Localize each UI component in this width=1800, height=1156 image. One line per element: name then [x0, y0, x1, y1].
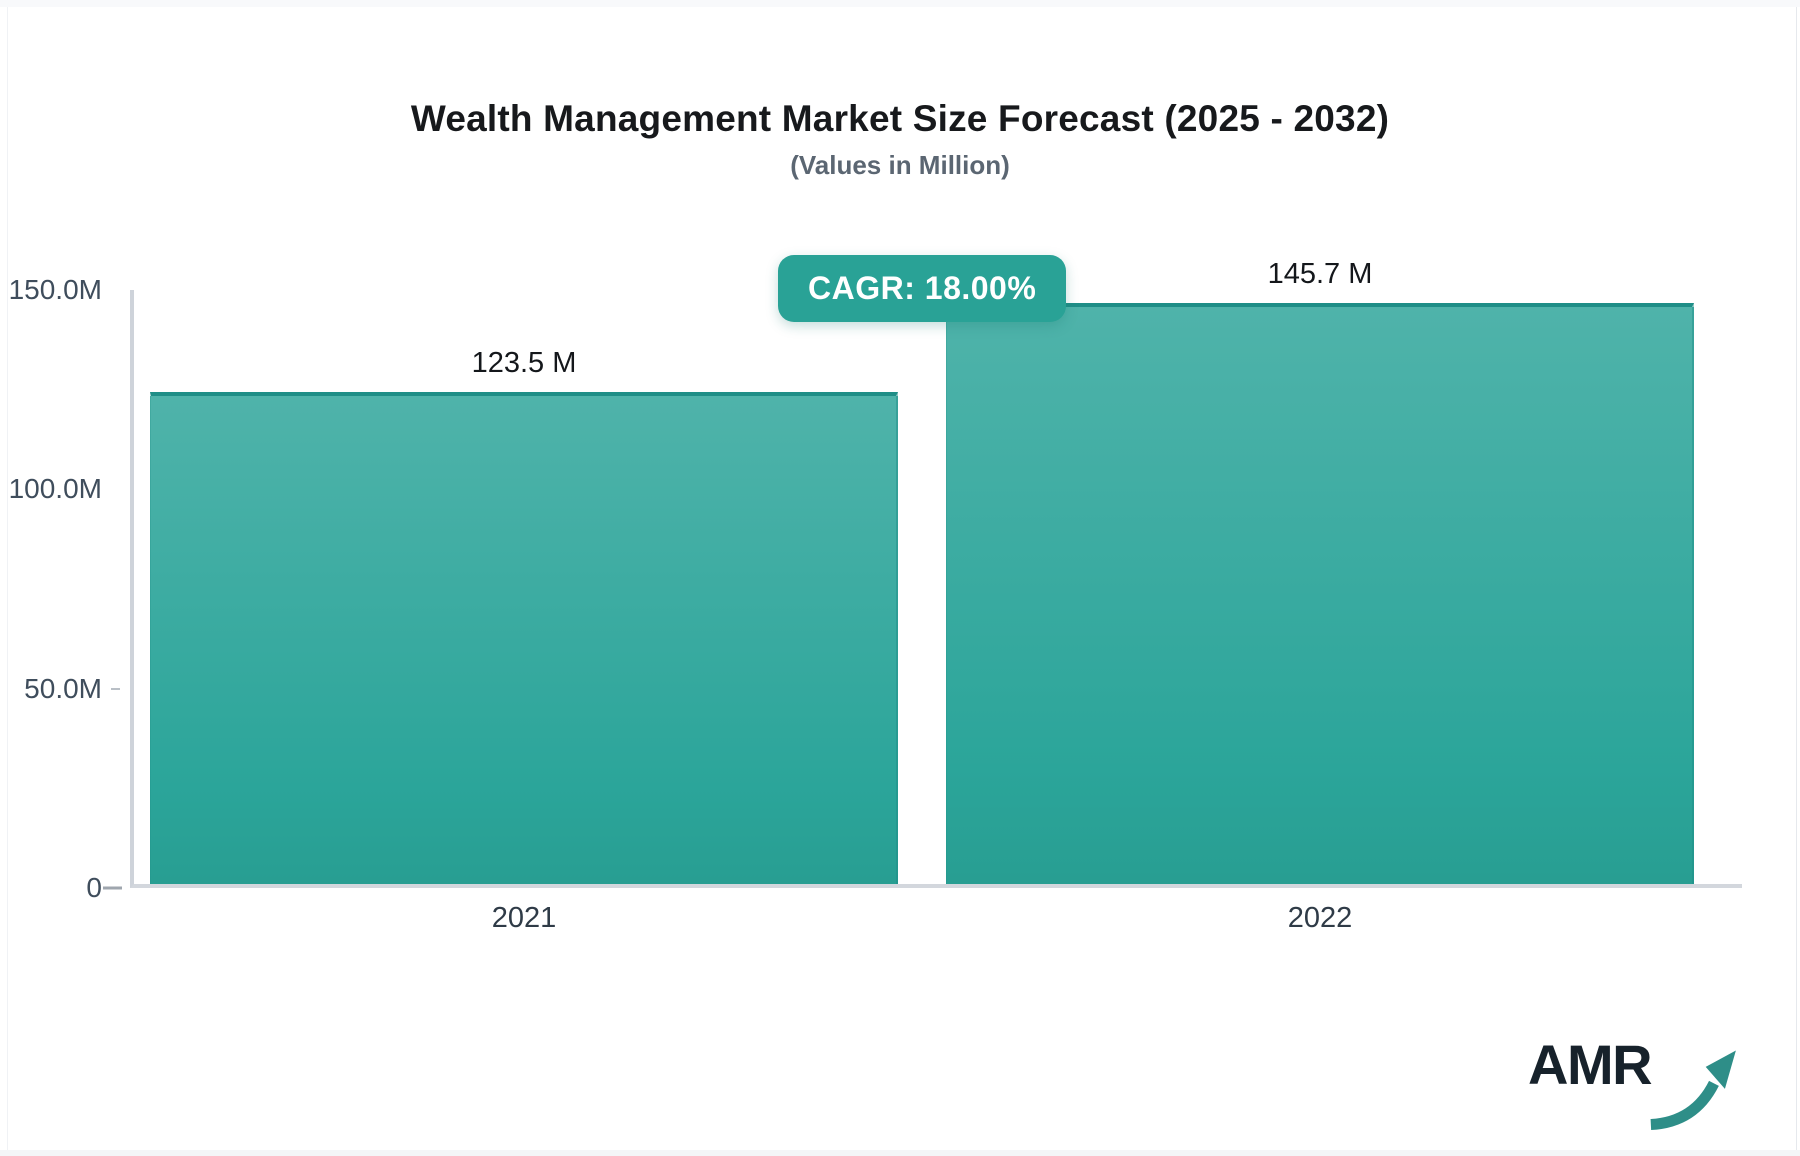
y-axis-label: 50.0M [24, 672, 102, 704]
bar-2022[interactable] [946, 303, 1694, 884]
x-axis: 2021 2022 [134, 902, 1742, 942]
y-axis-tick [103, 886, 122, 890]
logo-text: AMR [1528, 1033, 1653, 1096]
x-axis-label-2022: 2022 [1287, 902, 1353, 934]
bar-value-label: 145.7 M [1267, 258, 1373, 291]
amr-logo: AMR [1528, 1032, 1738, 1130]
y-axis-label: 100.0M [8, 473, 102, 505]
page-frame-top [0, 0, 1800, 7]
y-axis-label: 150.0M [8, 274, 102, 305]
y-axis-tick [111, 687, 120, 690]
chart-title: Wealth Management Market Size Forecast (… [410, 98, 1390, 139]
y-axis-label: 0 [86, 872, 102, 903]
bar-2021[interactable] [150, 391, 898, 884]
bar-series: 123.5 M 145.7 M [134, 258, 1742, 884]
bar-value-label: 123.5 M [471, 346, 577, 379]
growth-arrow-icon [1650, 1050, 1736, 1130]
cagr-badge: CAGR: 18.00% [778, 255, 1067, 322]
chart-subtitle: (Values in Million) [790, 150, 1010, 180]
y-axis: 150.0M 100.0M 50.0M 0 [0, 274, 130, 903]
x-axis-label-2021: 2021 [491, 902, 557, 934]
plot-area: 123.5 M 145.7 M [130, 258, 1742, 888]
page-frame-bottom [0, 1150, 1800, 1156]
